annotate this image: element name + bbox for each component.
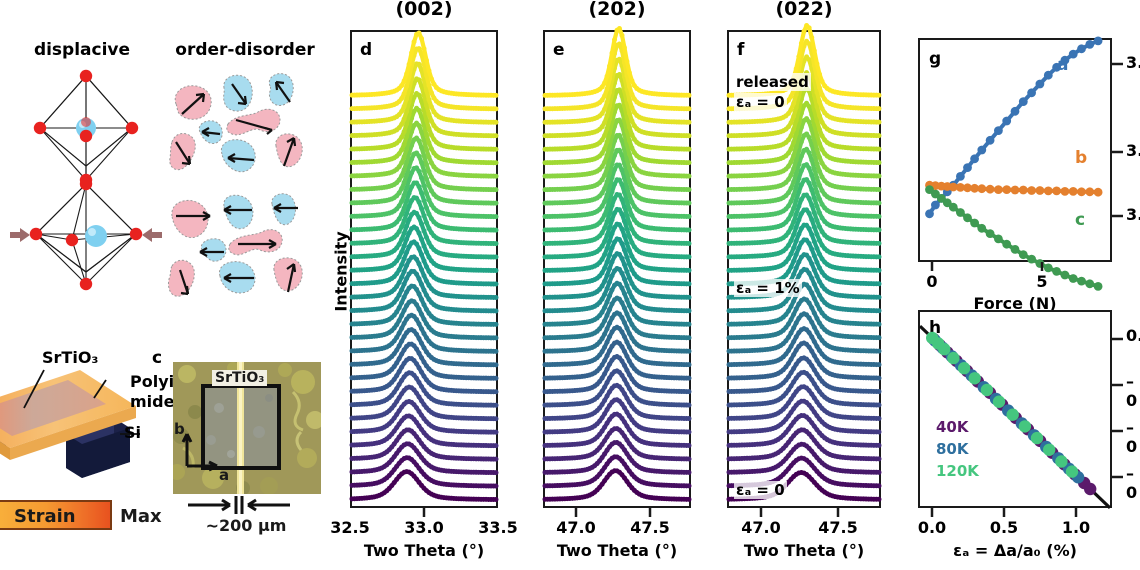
panel-letter-d: d [360,40,373,60]
panel-letter-c: c [152,348,163,368]
panel-g-ytick-0: 3. [1126,53,1140,72]
panel-h-ytick-1: –0 [1126,372,1138,410]
panel-f-xticks [727,508,881,518]
panel-f-xtick-1: 47.5 [818,518,858,537]
micrograph-axis-a-label: a [219,466,230,484]
panel-h-plot [918,312,1112,510]
panel-e-tick-marks [574,508,652,517]
displacive-octahedra-svg [33,69,139,187]
panel-e-xtick-0: 47.0 [556,518,596,537]
panel-h-legend-120k: 120K [936,462,979,480]
displacive-title: displacive [33,40,131,60]
panel-g-series [925,36,1103,291]
panel-f-annotation-released: released [734,73,811,91]
displacive-octahedra-group [18,62,158,272]
panel-g-xtick-1: 5 [1036,272,1048,291]
panel-f-hkl-title: (022) [775,0,833,20]
panel-h-ytick-2: –0 [1126,418,1138,456]
panel-h-legend-80k: 80K [936,440,969,458]
panel-letter-e: e [553,40,565,60]
panel-h-series [918,324,1112,510]
panel-h-legend-40k: 40K [936,418,969,436]
device-schematic [0,369,158,492]
panel-h-xtick-2: 1.0 [1061,518,1091,537]
panel-f-xtick-0: 47.0 [741,518,781,537]
micrograph-axis-b-label: b [174,420,185,438]
strain-colorbar [0,500,112,530]
panel-d-xtick-0: 32.5 [330,518,370,537]
panel-g-xlabel: Force (N) [973,294,1057,313]
order-disorder-disordered-svg [169,73,303,173]
micrograph-scalebar-svg [188,496,290,514]
panel-d-xtick-1: 33.0 [404,518,444,537]
panel-g-series-label-b: b [1075,148,1088,168]
strain-arrow-left [10,228,30,242]
strain-arrow-right [142,228,162,242]
panel-h-ytick-0: 0. [1126,326,1140,345]
strain-colorbar-max-label: Max [120,506,162,527]
panel-d-hkl-title: (002) [395,0,453,20]
panel-e-xticks [543,508,691,518]
panel-h-right-tick-marks [1112,337,1123,479]
panel-g-xticks [918,262,1112,272]
panel-g-series-label-a: a [1057,55,1069,75]
panel-e-xlabel: Two Theta (°) [556,541,678,560]
micrograph-scale-label: ~200 μm [205,516,287,535]
label-polyimide-line1: Polyi- [130,372,181,391]
panel-g-series-label-c: c [1075,210,1086,230]
strain-colorbar-label: Strain [14,506,76,527]
displacive-octahedra-strained [8,172,168,302]
panel-d-plot [349,30,499,506]
panel-d-tick-marks [422,508,426,517]
panel-g-right-ticks [1112,38,1124,262]
panel-e-plot [542,26,692,506]
panel-g-ytick-1: 3. [1126,141,1140,160]
displacive-octahedra-strained-svg [10,177,162,291]
label-si-substrate: Si [124,423,142,442]
panel-f-annotation-strain-top: εₐ = 0 [734,93,787,111]
device-schematic-svg [0,369,140,478]
label-polyimide-line2: mide [130,392,175,411]
panel-g-tick-marks [930,262,1044,271]
panel-h-right-ticks [1112,310,1124,508]
panel-e-curves [542,26,692,502]
order-disorder-disordered [162,62,322,182]
panel-e-hkl-title: (202) [588,0,646,20]
panel-g-frame [918,38,1112,262]
panel-d-xticks [350,508,498,518]
panel-e-xtick-1: 47.5 [630,518,670,537]
panel-h-xlabel: εₐ = Δa/a₀ (%) [953,541,1077,560]
panel-d-curves [349,30,499,503]
order-disorder-title: order-disorder [175,40,315,60]
panel-d-ylabel: Intensity [331,231,351,312]
panel-g-ytick-2: 3. [1126,205,1140,224]
octahedron-unstrained [33,69,139,187]
panel-d-xlabel: Two Theta (°) [363,541,485,560]
panel-f-xlabel: Two Theta (°) [743,541,865,560]
panel-g-xtick-0: 0 [926,272,938,291]
panel-h-tick-marks [930,508,1078,517]
order-disorder-ordered [162,186,322,304]
panel-d-xtick-2: 33.5 [478,518,518,537]
panel-f-annotation-strain-mid: εₐ = 1% [734,279,802,297]
micrograph-sample-label: SrTiO₃ [212,370,268,386]
micrograph-scalebar [186,494,306,516]
panel-f-tick-marks [759,508,840,517]
panel-f-annotation-strain-bottom: εₐ = 0 [734,481,787,499]
micrograph-image [173,362,321,494]
panel-letter-g: g [929,49,942,69]
order-disorder-ordered-svg [167,193,303,297]
panel-h-xtick-0: 0.0 [917,518,947,537]
panel-letter-f: f [737,40,745,60]
panel-g-right-tick-marks [1112,62,1123,218]
panel-h-xticks [918,508,1112,518]
panel-h-xtick-1: 0.5 [989,518,1019,537]
panel-h-ytick-3: –0 [1126,464,1138,502]
panel-g-plot [920,36,1110,291]
label-srtio3-film: SrTiO₃ [42,348,99,367]
